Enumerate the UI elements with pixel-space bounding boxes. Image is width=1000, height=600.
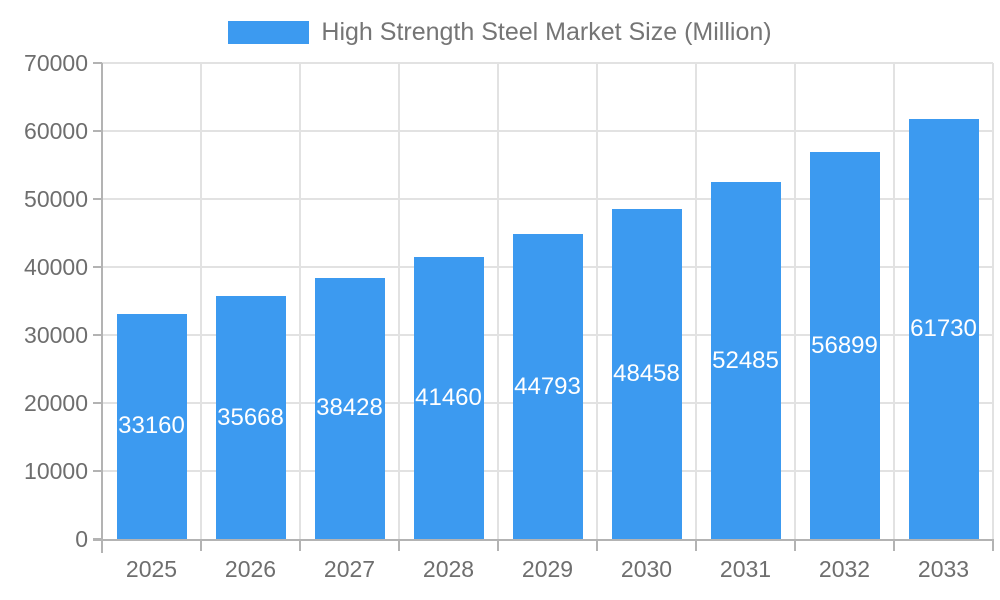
y-gridline: [102, 198, 993, 200]
x-tick-label: 2033: [917, 556, 970, 582]
x-gridline: [398, 63, 400, 539]
x-gridline: [794, 63, 796, 539]
x-tick: [695, 539, 697, 551]
y-axis-line: [101, 63, 103, 553]
y-tick: [93, 266, 102, 268]
x-gridline: [200, 63, 202, 539]
y-tick-label: 20000: [24, 390, 88, 416]
y-tick: [93, 62, 102, 64]
legend-swatch: [228, 20, 310, 44]
x-gridline: [497, 63, 499, 539]
x-gridline: [299, 63, 301, 539]
bar: [414, 257, 484, 539]
y-tick-label: 40000: [24, 254, 88, 280]
x-gridline: [695, 63, 697, 539]
y-tick-label: 60000: [24, 118, 88, 144]
x-axis-line: [93, 539, 993, 541]
chart-legend[interactable]: High Strength Steel Market Size (Million…: [0, 18, 1000, 46]
legend-label: High Strength Steel Market Size (Million…: [321, 18, 772, 46]
bar-value-label: 52485: [712, 347, 779, 374]
y-gridline: [102, 62, 993, 64]
y-tick-label: 70000: [24, 50, 88, 76]
bar-value-label: 38428: [316, 394, 383, 421]
bar-value-label: 41460: [415, 384, 482, 411]
x-tick-label: 2027: [323, 556, 376, 582]
x-tick-label: 2029: [521, 556, 574, 582]
x-tick: [398, 539, 400, 551]
bar: [513, 234, 583, 539]
x-tick: [497, 539, 499, 551]
y-tick: [93, 402, 102, 404]
y-gridline: [102, 130, 993, 132]
x-tick-label: 2025: [125, 556, 178, 582]
x-tick-label: 2031: [719, 556, 772, 582]
y-tick: [93, 334, 102, 336]
y-tick: [93, 470, 102, 472]
bar: [612, 209, 682, 539]
x-gridline: [992, 63, 994, 539]
bar-value-label: 56899: [811, 332, 878, 359]
bar-value-label: 44793: [514, 373, 581, 400]
y-tick: [93, 130, 102, 132]
x-tick-label: 2028: [422, 556, 475, 582]
bar: [117, 314, 187, 539]
x-gridline: [893, 63, 895, 539]
bar: [810, 152, 880, 539]
bar-value-label: 33160: [118, 412, 185, 439]
x-tick: [200, 539, 202, 551]
x-gridline: [596, 63, 598, 539]
y-tick: [93, 198, 102, 200]
bar: [711, 182, 781, 539]
x-tick: [992, 539, 994, 551]
x-tick-label: 2030: [620, 556, 673, 582]
x-tick-label: 2026: [224, 556, 277, 582]
bar: [216, 296, 286, 539]
bar-value-label: 48458: [613, 360, 680, 387]
bar-value-label: 61730: [910, 315, 977, 342]
y-tick-label: 30000: [24, 322, 88, 348]
bar: [315, 278, 385, 539]
y-tick-label: 10000: [24, 458, 88, 484]
x-tick: [596, 539, 598, 551]
x-tick-label: 2032: [818, 556, 871, 582]
x-tick: [794, 539, 796, 551]
y-tick-label: 50000: [24, 186, 88, 212]
bar: [909, 119, 979, 539]
x-tick: [299, 539, 301, 551]
bar-value-label: 35668: [217, 404, 284, 431]
x-tick: [893, 539, 895, 551]
y-tick-label: 0: [75, 526, 88, 552]
